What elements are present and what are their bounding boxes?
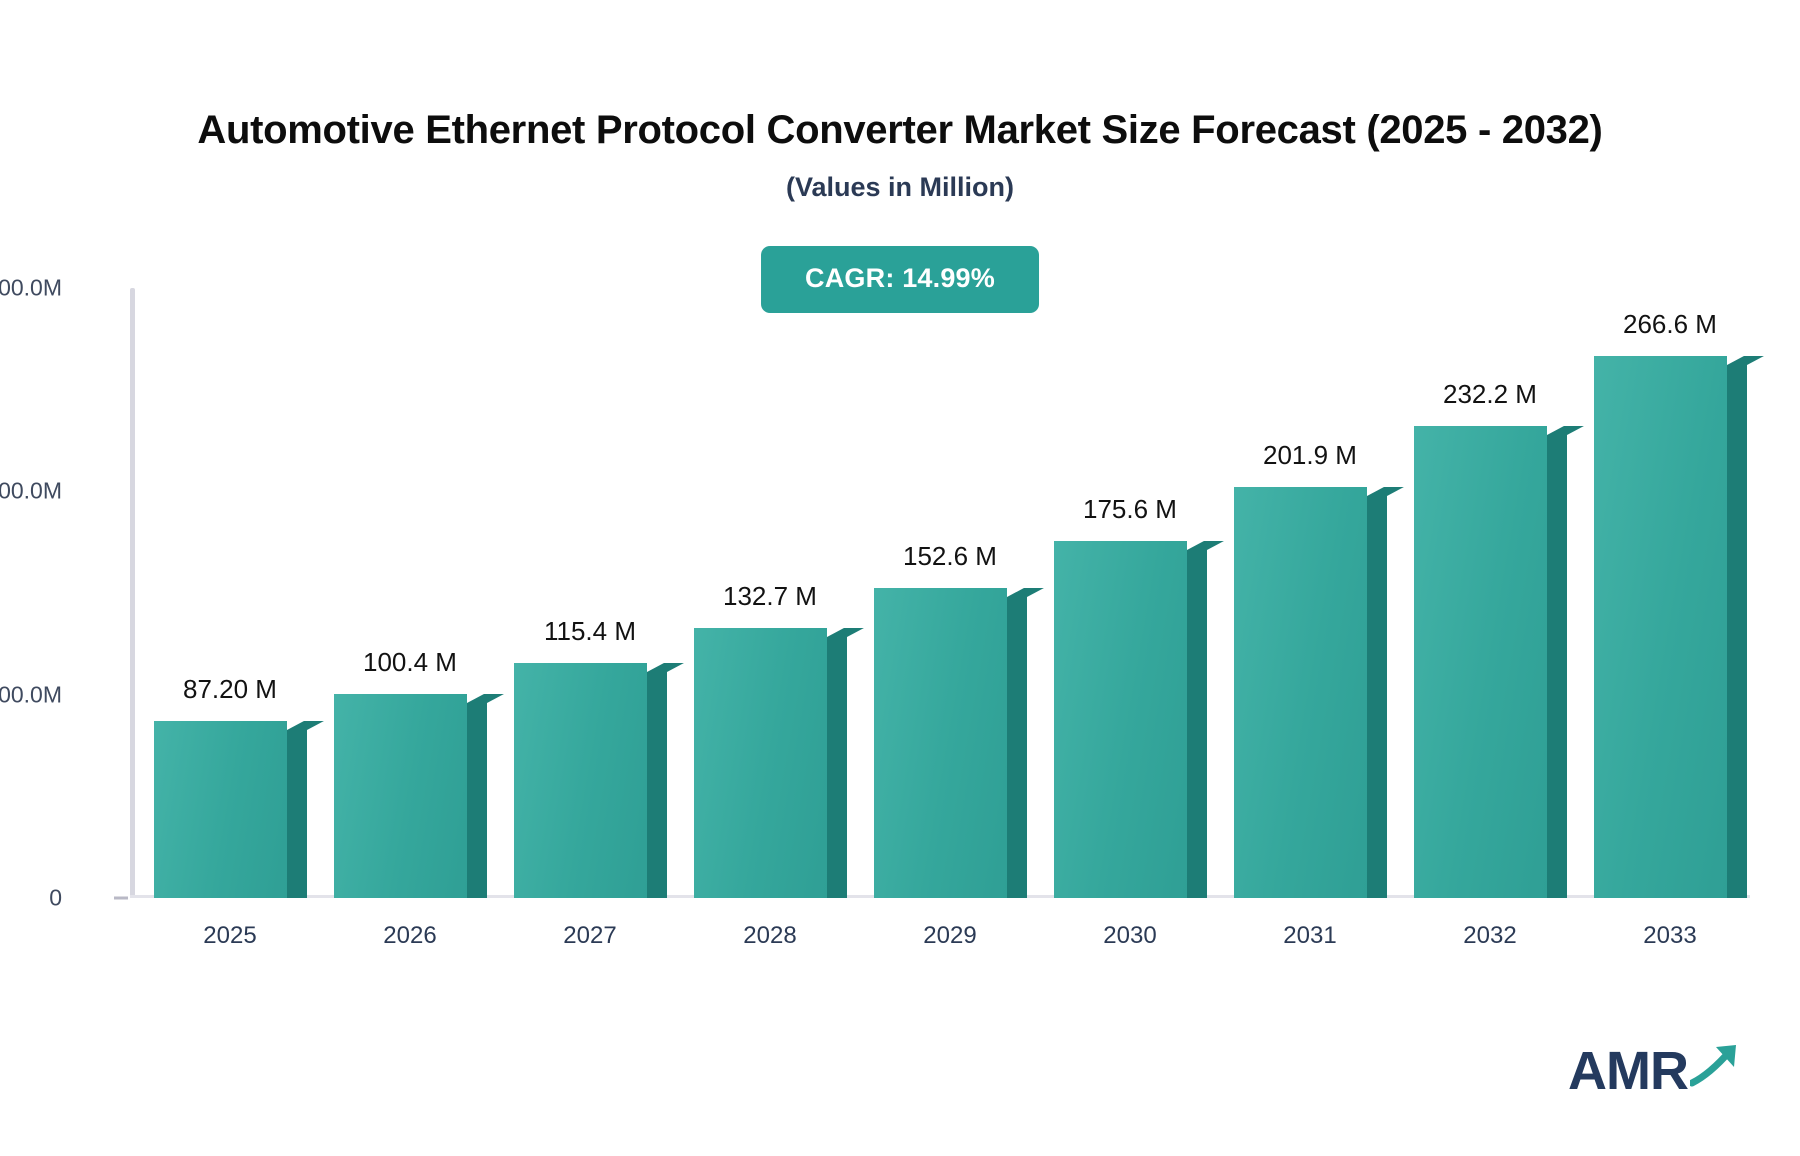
bar-2030[interactable] <box>1053 531 1224 898</box>
bar-top-face <box>1006 587 1044 597</box>
amr-logo: AMR <box>1568 1043 1742 1098</box>
bar-front-face <box>513 663 647 898</box>
y-axis-tick-label: 300.0M <box>0 274 62 301</box>
bar-top-face <box>826 628 864 638</box>
bar-front-face <box>1053 540 1187 898</box>
bar-value-label: 152.6 M <box>903 540 997 571</box>
bar-value-label: 100.4 M <box>363 646 457 677</box>
bar-side-face <box>826 637 847 898</box>
y-axis-tick-label: 100.0M <box>0 681 62 708</box>
x-axis-tick-label-2029: 2029 <box>923 922 977 949</box>
bar-series: 87.20 M 100.4 M 115.4 M 132.7 M 152.6 M 175.6… <box>130 288 1764 898</box>
x-axis-tick-label-2027: 2027 <box>563 922 617 949</box>
y-axis-tick-label: 200.0M <box>0 477 62 504</box>
bar-top-face <box>1546 425 1584 435</box>
bar-value-label: 266.6 M <box>1623 308 1717 339</box>
bar-value-label: 201.9 M <box>1263 440 1357 471</box>
bar-side-face <box>1006 596 1027 898</box>
bar-side-face <box>1726 364 1747 898</box>
bar-value-label: 232.2 M <box>1443 378 1537 409</box>
bar-value-label: 132.7 M <box>723 581 817 612</box>
bar-value-label: 115.4 M <box>543 616 636 647</box>
bar-front-face <box>1413 425 1547 898</box>
bar-side-face <box>1366 496 1387 898</box>
y-axis-line <box>130 288 135 898</box>
bar-top-face <box>286 720 324 730</box>
x-axis-tick-label-2032: 2032 <box>1463 922 1517 949</box>
bar-front-face <box>1593 355 1727 898</box>
bar-side-face <box>286 729 307 898</box>
bar-side-face <box>646 672 667 898</box>
x-axis-tick-label-2028: 2028 <box>743 922 797 949</box>
cagr-badge: CAGR: 14.99% <box>761 246 1039 313</box>
bar-2028[interactable] <box>693 618 864 898</box>
y-axis-tick-label: 0 <box>49 884 62 911</box>
y-axis-tick-mark <box>114 896 128 900</box>
bar-top-face <box>1186 540 1224 550</box>
bar-top-face <box>1366 487 1404 497</box>
bar-front-face <box>1233 487 1367 898</box>
x-axis-tick-label-2031: 2031 <box>1283 922 1337 949</box>
bar-side-face <box>1546 434 1567 898</box>
bar-front-face <box>333 693 467 898</box>
plot-area: 0 100.0M 200.0M 300.0M 87.20 M 100.4 M 115.4 … <box>0 275 1764 949</box>
bar-2032[interactable] <box>1413 416 1584 898</box>
amr-logo-text: AMR <box>1568 1041 1689 1101</box>
bar-front-face <box>693 628 827 898</box>
bar-value-label: 175.6 M <box>1083 493 1177 524</box>
bar-front-face <box>153 720 287 898</box>
x-axis-tick-label-2030: 2030 <box>1103 922 1157 949</box>
x-axis-tick-label-2026: 2026 <box>383 922 437 949</box>
bar-2026[interactable] <box>333 684 504 898</box>
bar-2033[interactable] <box>1593 346 1764 898</box>
bar-side-face <box>466 702 487 898</box>
trending-up-arrow-icon <box>1688 1043 1742 1094</box>
bar-value-label: 87.20 M <box>183 673 277 704</box>
bar-2029[interactable] <box>873 578 1044 898</box>
bar-top-face <box>1726 355 1764 365</box>
bar-2027[interactable] <box>513 653 684 898</box>
bar-2031[interactable] <box>1233 477 1404 898</box>
bar-front-face <box>873 587 1007 898</box>
x-axis-tick-label-2025: 2025 <box>203 922 257 949</box>
page-title: Automotive Ethernet Protocol Converter M… <box>197 108 1603 152</box>
bar-top-face <box>646 663 684 673</box>
bar-side-face <box>1186 549 1207 898</box>
chart-subtitle: (Values in Million) <box>785 172 1015 202</box>
bar-top-face <box>466 693 504 703</box>
x-axis-tick-label-2033: 2033 <box>1643 922 1697 949</box>
bar-2025[interactable] <box>153 711 324 898</box>
